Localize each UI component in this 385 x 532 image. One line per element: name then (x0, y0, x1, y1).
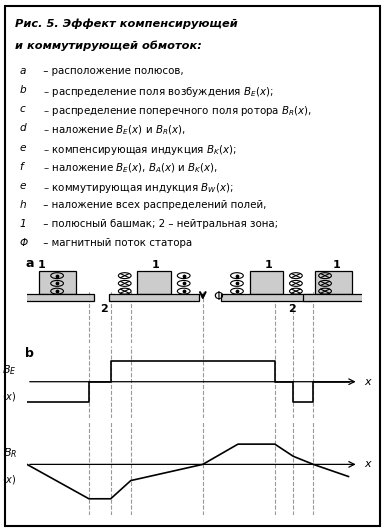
Text: 1: 1 (38, 260, 46, 270)
Text: 2: 2 (100, 304, 108, 314)
Text: b: b (25, 347, 34, 361)
Text: – наложение $B_E(x)$ и $B_R(x)$,: – наложение $B_E(x)$ и $B_R(x)$, (40, 123, 186, 137)
Text: h: h (19, 200, 26, 210)
Text: 1: 1 (333, 260, 341, 270)
Text: $\Phi$: $\Phi$ (213, 290, 224, 303)
Text: Φ: Φ (19, 238, 27, 248)
Text: d: d (19, 123, 26, 134)
Bar (315, 271, 352, 294)
Text: и коммутирующей обмоток:: и коммутирующей обмоток: (15, 40, 202, 51)
Text: Рис. 5. Эффект компенсирующей: Рис. 5. Эффект компенсирующей (15, 19, 238, 29)
Text: e: e (19, 143, 26, 153)
Text: – наложение $B_E(x)$, $B_A(x)$ и $B_K(x)$,: – наложение $B_E(x)$, $B_A(x)$ и $B_K(x)… (40, 162, 219, 176)
Bar (303, 294, 370, 301)
Text: $B_E$: $B_E$ (2, 363, 17, 377)
FancyBboxPatch shape (5, 6, 380, 526)
Text: $(x)$: $(x)$ (2, 390, 17, 403)
Text: – магнитный поток статора: – магнитный поток статора (40, 238, 192, 248)
Text: – распределение поперечного поля ротора $B_R(x)$,: – распределение поперечного поля ротора … (40, 104, 313, 118)
Text: b: b (19, 85, 26, 95)
Text: – коммутирующая индукция $B_W(x)$;: – коммутирующая индукция $B_W(x)$; (40, 181, 234, 195)
Text: e: e (19, 181, 26, 191)
Text: – наложение всех распределений полей,: – наложение всех распределений полей, (40, 200, 267, 210)
Text: f: f (19, 162, 23, 172)
Text: $B_R$: $B_R$ (3, 446, 17, 460)
Text: 2: 2 (288, 304, 295, 314)
Text: a: a (19, 66, 26, 76)
Text: $(x)$: $(x)$ (2, 473, 17, 486)
Text: 1: 1 (19, 219, 26, 229)
Text: – полюсный башмак; 2 – нейтральная зона;: – полюсный башмак; 2 – нейтральная зона; (40, 219, 279, 229)
Bar (221, 294, 311, 301)
Text: $x$: $x$ (363, 459, 373, 469)
Bar (109, 294, 199, 301)
Bar (38, 271, 75, 294)
Text: $x$: $x$ (363, 377, 373, 387)
Text: – распределение поля возбуждения $B_E(x)$;: – распределение поля возбуждения $B_E(x)… (40, 85, 274, 99)
Text: – расположение полюсов,: – расположение полюсов, (40, 66, 184, 76)
Bar (137, 271, 171, 294)
Text: c: c (19, 104, 25, 114)
Text: 1: 1 (152, 260, 160, 270)
Bar (250, 271, 283, 294)
Text: a: a (25, 257, 34, 270)
Bar (10, 294, 94, 301)
Text: – компенсирующая индукция $B_K(x)$;: – компенсирующая индукция $B_K(x)$; (40, 143, 237, 156)
Text: 1: 1 (264, 260, 272, 270)
